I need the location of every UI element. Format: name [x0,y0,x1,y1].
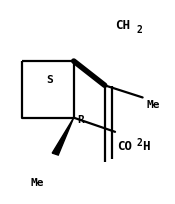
Text: CH: CH [115,19,130,32]
Polygon shape [52,118,74,155]
Text: Me: Me [31,177,44,187]
Text: CO: CO [117,140,132,153]
Text: R: R [77,114,84,124]
Text: H: H [142,140,149,153]
Text: Me: Me [146,99,160,109]
Text: S: S [46,75,53,85]
Text: 2: 2 [136,137,142,147]
Text: 2: 2 [136,24,142,34]
